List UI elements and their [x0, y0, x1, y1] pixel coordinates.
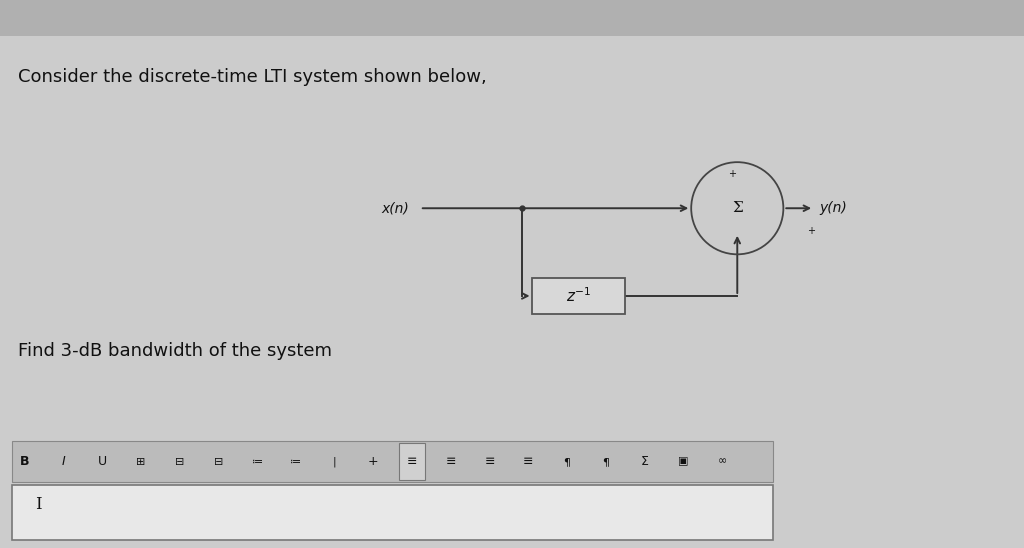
- Text: ⊟: ⊟: [175, 456, 184, 467]
- Text: ▣: ▣: [678, 456, 688, 467]
- Text: x(n): x(n): [382, 201, 410, 215]
- Bar: [12, 485, 773, 540]
- Text: +: +: [728, 169, 736, 179]
- Text: ¶: ¶: [563, 456, 570, 467]
- Text: ≡: ≡: [445, 455, 456, 468]
- Text: ¶: ¶: [602, 456, 609, 467]
- Text: U: U: [97, 455, 106, 468]
- Text: y(n): y(n): [819, 201, 847, 215]
- Text: B: B: [19, 455, 30, 468]
- Bar: [0, 0, 1024, 36]
- Text: |: |: [333, 456, 337, 467]
- Text: I: I: [61, 455, 66, 468]
- Text: +: +: [368, 455, 379, 468]
- FancyBboxPatch shape: [532, 278, 625, 313]
- Text: ≔: ≔: [252, 456, 262, 467]
- Text: ⊞: ⊞: [136, 456, 145, 467]
- Text: ≡: ≡: [484, 455, 495, 468]
- Text: I: I: [35, 496, 41, 513]
- Text: ∞: ∞: [718, 456, 727, 467]
- Text: ≔: ≔: [290, 456, 301, 467]
- Text: +: +: [807, 226, 815, 236]
- Text: Σ: Σ: [732, 201, 742, 215]
- Text: ⊟: ⊟: [214, 456, 223, 467]
- Text: Consider the discrete-time LTI system shown below,: Consider the discrete-time LTI system sh…: [18, 68, 487, 87]
- Text: Σ: Σ: [641, 455, 648, 468]
- Text: ≡: ≡: [407, 455, 418, 468]
- Text: ≡: ≡: [523, 455, 534, 468]
- Text: Find 3-dB bandwidth of the system: Find 3-dB bandwidth of the system: [18, 342, 333, 361]
- Bar: [12, 441, 773, 482]
- Bar: [398, 443, 425, 480]
- Text: $z^{-1}$: $z^{-1}$: [566, 287, 591, 305]
